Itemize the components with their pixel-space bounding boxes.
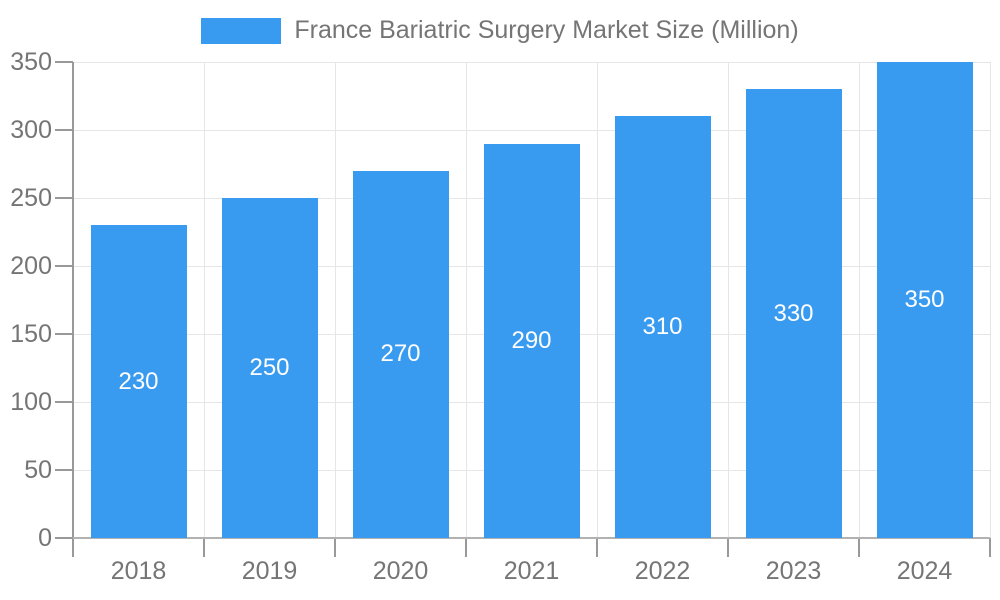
x-axis-tick <box>989 538 991 557</box>
y-axis-label: 300 <box>10 116 52 144</box>
y-gridline <box>73 129 990 131</box>
y-axis-tick <box>55 333 73 335</box>
y-axis-label: 150 <box>10 320 52 348</box>
x-axis-tick <box>334 538 336 557</box>
y-axis-label: 250 <box>10 184 52 212</box>
bar-value-label: 330 <box>773 299 814 327</box>
legend-swatch-icon <box>201 17 282 44</box>
category-separator <box>334 62 336 538</box>
bar: 350 <box>876 62 973 538</box>
bar-value-label: 230 <box>118 367 159 395</box>
bar: 310 <box>614 116 711 538</box>
y-axis-tick <box>55 401 73 403</box>
y-axis-tick <box>55 197 73 199</box>
y-axis-label: 100 <box>10 388 52 416</box>
x-axis-tick <box>596 538 598 557</box>
x-axis-label: 2022 <box>634 557 691 585</box>
x-axis-label: 2024 <box>896 557 953 585</box>
category-separator <box>203 62 205 538</box>
x-axis-label: 2019 <box>241 557 298 585</box>
x-axis-tick <box>727 538 729 557</box>
y-axis-tick <box>55 469 73 471</box>
x-axis-label: 2020 <box>372 557 429 585</box>
y-axis-tick <box>55 129 73 131</box>
legend-label: France Bariatric Surgery Market Size (Mi… <box>294 16 799 44</box>
category-separator <box>989 62 991 538</box>
bar: 230 <box>90 225 187 538</box>
x-axis-label: 2023 <box>765 557 822 585</box>
y-axis-label: 350 <box>10 48 52 76</box>
bar: 330 <box>745 89 842 538</box>
x-axis-tick <box>465 538 467 557</box>
category-separator <box>727 62 729 538</box>
y-axis-tick <box>55 537 73 539</box>
x-axis-label: 2018 <box>110 557 167 585</box>
chart-legend: France Bariatric Surgery Market Size (Mi… <box>0 16 1000 45</box>
x-axis-label: 2021 <box>503 557 560 585</box>
y-axis-label: 0 <box>38 524 52 552</box>
bar-value-label: 310 <box>642 313 683 341</box>
bar: 250 <box>221 198 318 538</box>
bar-value-label: 270 <box>380 340 421 368</box>
category-separator <box>465 62 467 538</box>
y-axis-line <box>72 62 74 557</box>
y-axis-label: 200 <box>10 252 52 280</box>
category-separator <box>596 62 598 538</box>
y-axis-tick <box>55 61 73 63</box>
y-axis-label: 50 <box>24 456 52 484</box>
bar: 270 <box>352 170 449 538</box>
x-axis-tick <box>203 538 205 557</box>
x-axis-line <box>73 537 990 539</box>
category-separator <box>858 62 860 538</box>
x-axis-tick <box>858 538 860 557</box>
bar-value-label: 350 <box>904 286 945 313</box>
bar-value-label: 250 <box>249 354 290 381</box>
y-gridline <box>73 61 990 63</box>
bar-value-label: 290 <box>511 326 552 354</box>
y-axis-tick <box>55 265 73 267</box>
bar: 290 <box>483 143 580 538</box>
